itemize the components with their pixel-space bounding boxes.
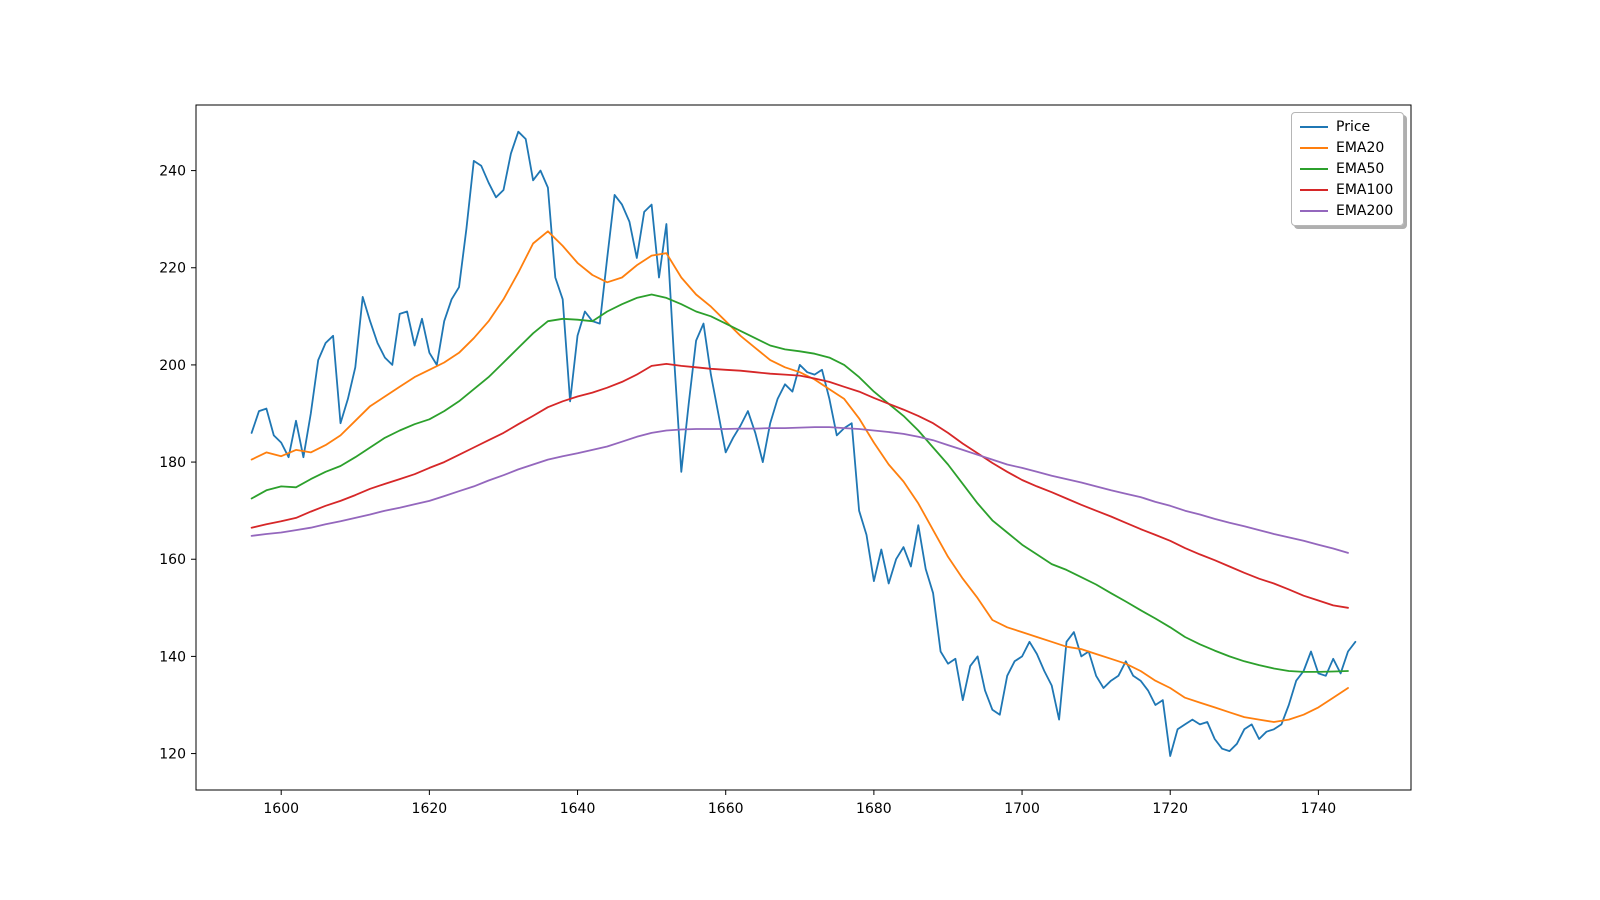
series-line-ema100: [250, 362, 1349, 609]
axes-border: [195, 104, 1412, 791]
legend-swatch-ema50: [1300, 168, 1328, 170]
y-tick-label: 240: [159, 164, 186, 180]
series-line-ema20: [250, 230, 1349, 723]
legend-item-ema20: EMA20: [1300, 139, 1393, 157]
legend-swatch-ema20: [1300, 147, 1328, 149]
legend-swatch-ema100: [1300, 189, 1328, 191]
series-line-ema50: [250, 293, 1349, 673]
series-line-ema200: [250, 426, 1349, 554]
legend-swatch-ema200: [1300, 210, 1328, 212]
y-tick-label: 140: [159, 649, 186, 665]
legend-label: EMA100: [1336, 182, 1394, 198]
chart-legend: Price EMA20 EMA50 EMA100 EMA200: [1291, 112, 1405, 226]
legend-label: EMA200: [1336, 203, 1394, 219]
x-tick-label: 1680: [856, 801, 892, 817]
x-tick-label: 1660: [708, 801, 744, 817]
legend-item-price: Price: [1300, 118, 1393, 136]
legend-label: Price: [1336, 119, 1371, 135]
legend-item-ema50: EMA50: [1300, 160, 1393, 178]
y-tick-label: 120: [159, 747, 186, 763]
x-tick-label: 1640: [560, 801, 596, 817]
legend-label: EMA20: [1336, 140, 1385, 156]
x-tick-label: 1620: [412, 801, 448, 817]
y-tick-label: 220: [159, 261, 186, 277]
legend-swatch-price: [1300, 126, 1328, 128]
x-tick-label: 1740: [1301, 801, 1337, 817]
x-tick-label: 1700: [1004, 801, 1040, 817]
legend-label: EMA50: [1336, 161, 1385, 177]
legend-item-ema200: EMA200: [1300, 202, 1393, 220]
y-tick-label: 180: [159, 455, 186, 471]
legend-item-ema100: EMA100: [1300, 181, 1393, 199]
y-tick-label: 160: [159, 552, 186, 568]
series-line-price: [250, 130, 1357, 757]
x-tick-label: 1600: [263, 801, 299, 817]
y-tick-label: 200: [159, 358, 186, 374]
x-tick-label: 1720: [1152, 801, 1188, 817]
